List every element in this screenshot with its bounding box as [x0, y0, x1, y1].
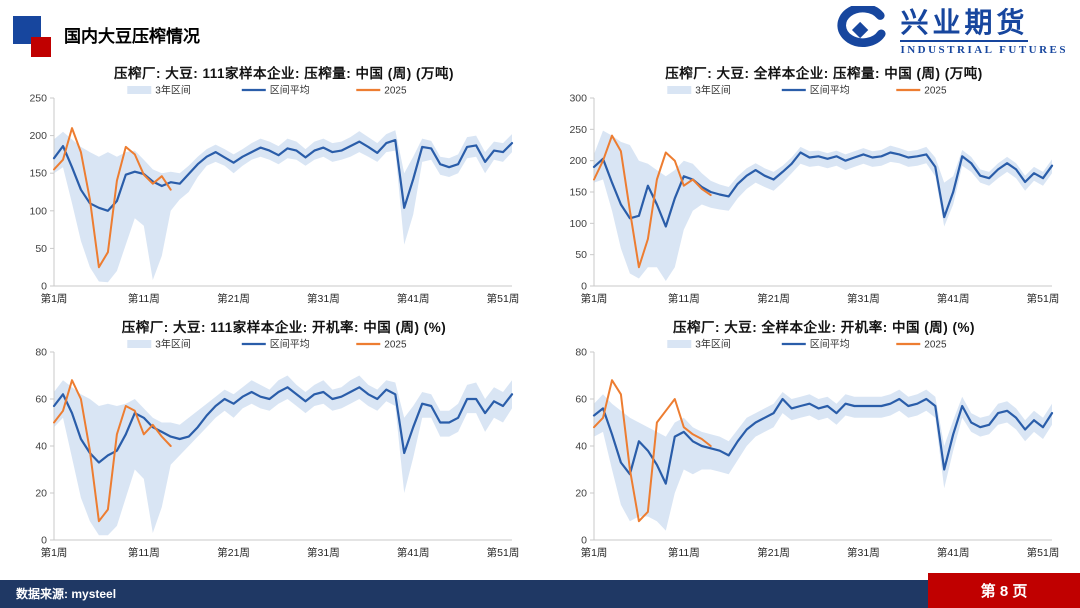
chart-title-operating-rate-all: 压榨厂: 大豆: 全样本企业: 开机率: 中国 (周) (%): [673, 320, 975, 335]
svg-text:第11周: 第11周: [668, 292, 700, 305]
page-title: 国内大豆压榨情况: [64, 27, 200, 46]
svg-text:50: 50: [35, 243, 47, 255]
chart-title-crush-volume-all: 压榨厂: 大豆: 全样本企业: 压榨量: 中国 (周) (万吨): [665, 66, 983, 81]
svg-text:200: 200: [569, 155, 587, 167]
svg-text:第1周: 第1周: [41, 546, 68, 559]
chart-card-crush-volume-all: 压榨厂: 大豆: 全样本企业: 压榨量: 中国 (周) (万吨) 0 50 100 1…: [540, 58, 1080, 312]
svg-text:区间平均: 区间平均: [270, 84, 310, 97]
svg-text:2025: 2025: [384, 340, 407, 351]
svg-text:第11周: 第11周: [128, 292, 160, 305]
chart-title-operating-rate-111: 压榨厂: 大豆: 111家样本企业: 开机率: 中国 (周) (%): [121, 320, 447, 335]
chart-card-crush-volume-111: 压榨厂: 大豆: 111家样本企业: 压榨量: 中国 (周) (万吨) 0 50 1…: [0, 58, 540, 312]
company-logo: 兴业期货 INDUSTRIAL FUTURES: [834, 3, 1068, 59]
logo-cn-text: 兴业期货: [900, 9, 1029, 42]
svg-text:第1周: 第1周: [41, 292, 68, 305]
svg-text:80: 80: [575, 347, 587, 359]
svg-text:3年区间: 3年区间: [155, 338, 191, 351]
svg-text:80: 80: [35, 347, 47, 359]
svg-text:第31周: 第31周: [847, 292, 880, 305]
svg-text:0: 0: [581, 281, 587, 293]
svg-text:100: 100: [569, 218, 587, 230]
svg-text:3年区间: 3年区间: [695, 338, 731, 351]
data-source-label: 数据来源:: [16, 587, 68, 601]
page-number-badge: 第 8 页: [928, 573, 1080, 608]
svg-text:60: 60: [35, 394, 47, 406]
svg-text:第41周: 第41周: [397, 292, 430, 305]
svg-text:第21周: 第21周: [217, 546, 250, 559]
title-red-square: [31, 37, 51, 57]
svg-text:第31周: 第31周: [847, 546, 880, 559]
svg-text:40: 40: [575, 441, 587, 453]
charts-grid: 压榨厂: 大豆: 111家样本企业: 压榨量: 中国 (周) (万吨) 0 50 1…: [0, 58, 1080, 574]
svg-text:3年区间: 3年区间: [695, 84, 731, 97]
footer-bar: [0, 580, 1080, 608]
svg-text:100: 100: [29, 205, 47, 217]
svg-text:第51周: 第51周: [487, 546, 520, 559]
svg-text:2025: 2025: [924, 86, 947, 97]
svg-text:第21周: 第21周: [757, 546, 790, 559]
svg-text:150: 150: [569, 187, 587, 199]
svg-text:250: 250: [29, 93, 47, 105]
svg-text:250: 250: [569, 124, 587, 136]
svg-text:200: 200: [29, 130, 47, 142]
chart-title-crush-volume-111: 压榨厂: 大豆: 111家样本企业: 压榨量: 中国 (周) (万吨): [113, 66, 454, 81]
svg-text:0: 0: [41, 281, 47, 293]
svg-text:第41周: 第41周: [937, 292, 970, 305]
svg-text:20: 20: [35, 488, 47, 500]
data-source-text: 数据来源: mysteel: [16, 585, 116, 602]
chart-canvas-operating-rate-111: 0 20 40 60 80 第1周 第11周 第21周 第31周 第41周 第51周 3年区间 区间平均…: [8, 336, 540, 571]
svg-text:300: 300: [569, 93, 587, 105]
svg-text:40: 40: [35, 441, 47, 453]
data-source-value: mysteel: [71, 587, 117, 601]
svg-text:0: 0: [581, 535, 587, 547]
svg-text:2025: 2025: [384, 86, 407, 97]
svg-text:区间平均: 区间平均: [810, 338, 850, 351]
svg-text:0: 0: [41, 535, 47, 547]
svg-text:第51周: 第51周: [1027, 546, 1060, 559]
svg-text:第31周: 第31周: [307, 546, 340, 559]
svg-text:第11周: 第11周: [668, 546, 700, 559]
svg-text:第41周: 第41周: [397, 546, 430, 559]
svg-text:20: 20: [575, 488, 587, 500]
svg-text:第1周: 第1周: [581, 292, 608, 305]
svg-text:3年区间: 3年区间: [155, 84, 191, 97]
svg-text:第51周: 第51周: [1027, 292, 1060, 305]
chart-canvas-crush-volume-111: 0 50 100 150 200 250 第1周 第11周 第21周 第31周 第41周 第51周 3年…: [8, 82, 540, 317]
svg-text:第41周: 第41周: [937, 546, 970, 559]
page-header: 国内大豆压榨情况 兴业期货 INDUSTRIAL FUTURES: [0, 0, 1080, 58]
chart-canvas-operating-rate-all: 0 20 40 60 80 第1周 第11周 第21周 第31周 第41周 第51周 3年区间 区间平均…: [548, 336, 1080, 571]
chart-canvas-crush-volume-all: 0 50 100 150 200 250 300 第1周 第11周 第21周 第31周 第41周 第51…: [548, 82, 1080, 317]
svg-text:50: 50: [575, 249, 587, 261]
logo-en-text: INDUSTRIAL FUTURES: [900, 44, 1068, 56]
svg-text:2025: 2025: [924, 340, 947, 351]
svg-text:区间平均: 区间平均: [270, 338, 310, 351]
svg-text:区间平均: 区间平均: [810, 84, 850, 97]
svg-text:第1周: 第1周: [581, 546, 608, 559]
svg-text:第51周: 第51周: [487, 292, 520, 305]
svg-text:150: 150: [29, 168, 47, 180]
swirl-logo-icon: [834, 3, 892, 59]
chart-card-operating-rate-all: 压榨厂: 大豆: 全样本企业: 开机率: 中国 (周) (%) 0 20 40 60 8…: [540, 312, 1080, 566]
svg-text:第31周: 第31周: [307, 292, 340, 305]
svg-text:第21周: 第21周: [757, 292, 790, 305]
svg-text:第11周: 第11周: [128, 546, 160, 559]
svg-text:第21周: 第21周: [217, 292, 250, 305]
chart-card-operating-rate-111: 压榨厂: 大豆: 111家样本企业: 开机率: 中国 (周) (%) 0 20 40…: [0, 312, 540, 566]
svg-text:60: 60: [575, 394, 587, 406]
